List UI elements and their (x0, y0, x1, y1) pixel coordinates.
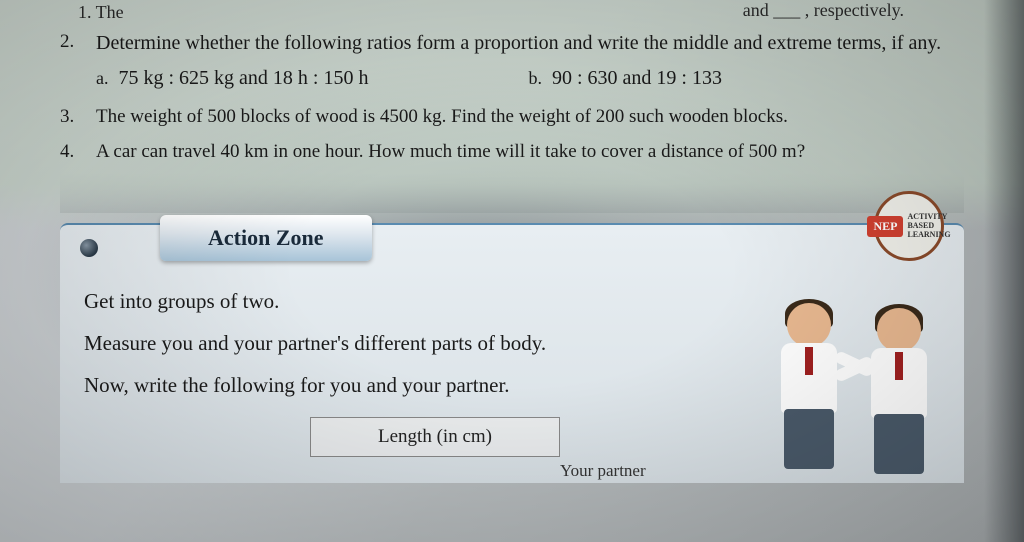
q2b-label: b. (529, 68, 543, 89)
q4-text: A car can travel 40 km in one hour. How … (96, 139, 964, 166)
q2a-label: a. (96, 68, 109, 89)
q3-number: 3. (60, 104, 84, 131)
q3-text: The weight of 500 blocks of wood is 4500… (96, 104, 964, 131)
nep-badge: NEP ACTIVITY BASED LEARNING (874, 191, 944, 261)
question-3: 3. The weight of 500 blocks of wood is 4… (60, 104, 964, 131)
kid-figure-1 (764, 303, 854, 483)
q2-item-a: a. 75 kg : 625 kg and 18 h : 150 h (96, 67, 369, 90)
nep-subtext: ACTIVITY BASED LEARNING (907, 213, 950, 239)
q2-sub-items: a. 75 kg : 625 kg and 18 h : 150 h b. 90… (96, 67, 964, 90)
q4-number: 4. (60, 139, 84, 166)
section-divider (60, 173, 964, 213)
action-zone-title: Action Zone (160, 215, 372, 261)
exercise-questions: 1. The and ___ , respectively. 2. Determ… (60, 0, 964, 165)
q2-text: Determine whether the following ratios f… (96, 29, 964, 57)
kids-illustration (754, 283, 954, 483)
kid-figure-2 (854, 308, 944, 483)
question-2: 2. Determine whether the following ratio… (60, 29, 964, 57)
q1-right-fragment: and ___ , respectively. (743, 0, 904, 21)
partner-fragment: Your partner (560, 461, 646, 481)
q2b-text: 90 : 630 and 19 : 133 (552, 67, 722, 90)
bullet-icon (80, 239, 98, 257)
q2-item-b: b. 90 : 630 and 19 : 133 (529, 67, 723, 90)
q2-number: 2. (60, 29, 84, 57)
page-edge-shadow (984, 0, 1024, 542)
table-header-length: Length (in cm) (310, 417, 560, 457)
nep-label: NEP (867, 216, 903, 237)
action-zone-section: Action Zone NEP ACTIVITY BASED LEARNING … (60, 223, 964, 483)
textbook-page: 1. The and ___ , respectively. 2. Determ… (0, 0, 1024, 542)
nep-circle-icon: NEP ACTIVITY BASED LEARNING (874, 191, 944, 261)
question-4: 4. A car can travel 40 km in one hour. H… (60, 139, 964, 166)
q2a-text: 75 kg : 625 kg and 18 h : 150 h (119, 67, 369, 90)
